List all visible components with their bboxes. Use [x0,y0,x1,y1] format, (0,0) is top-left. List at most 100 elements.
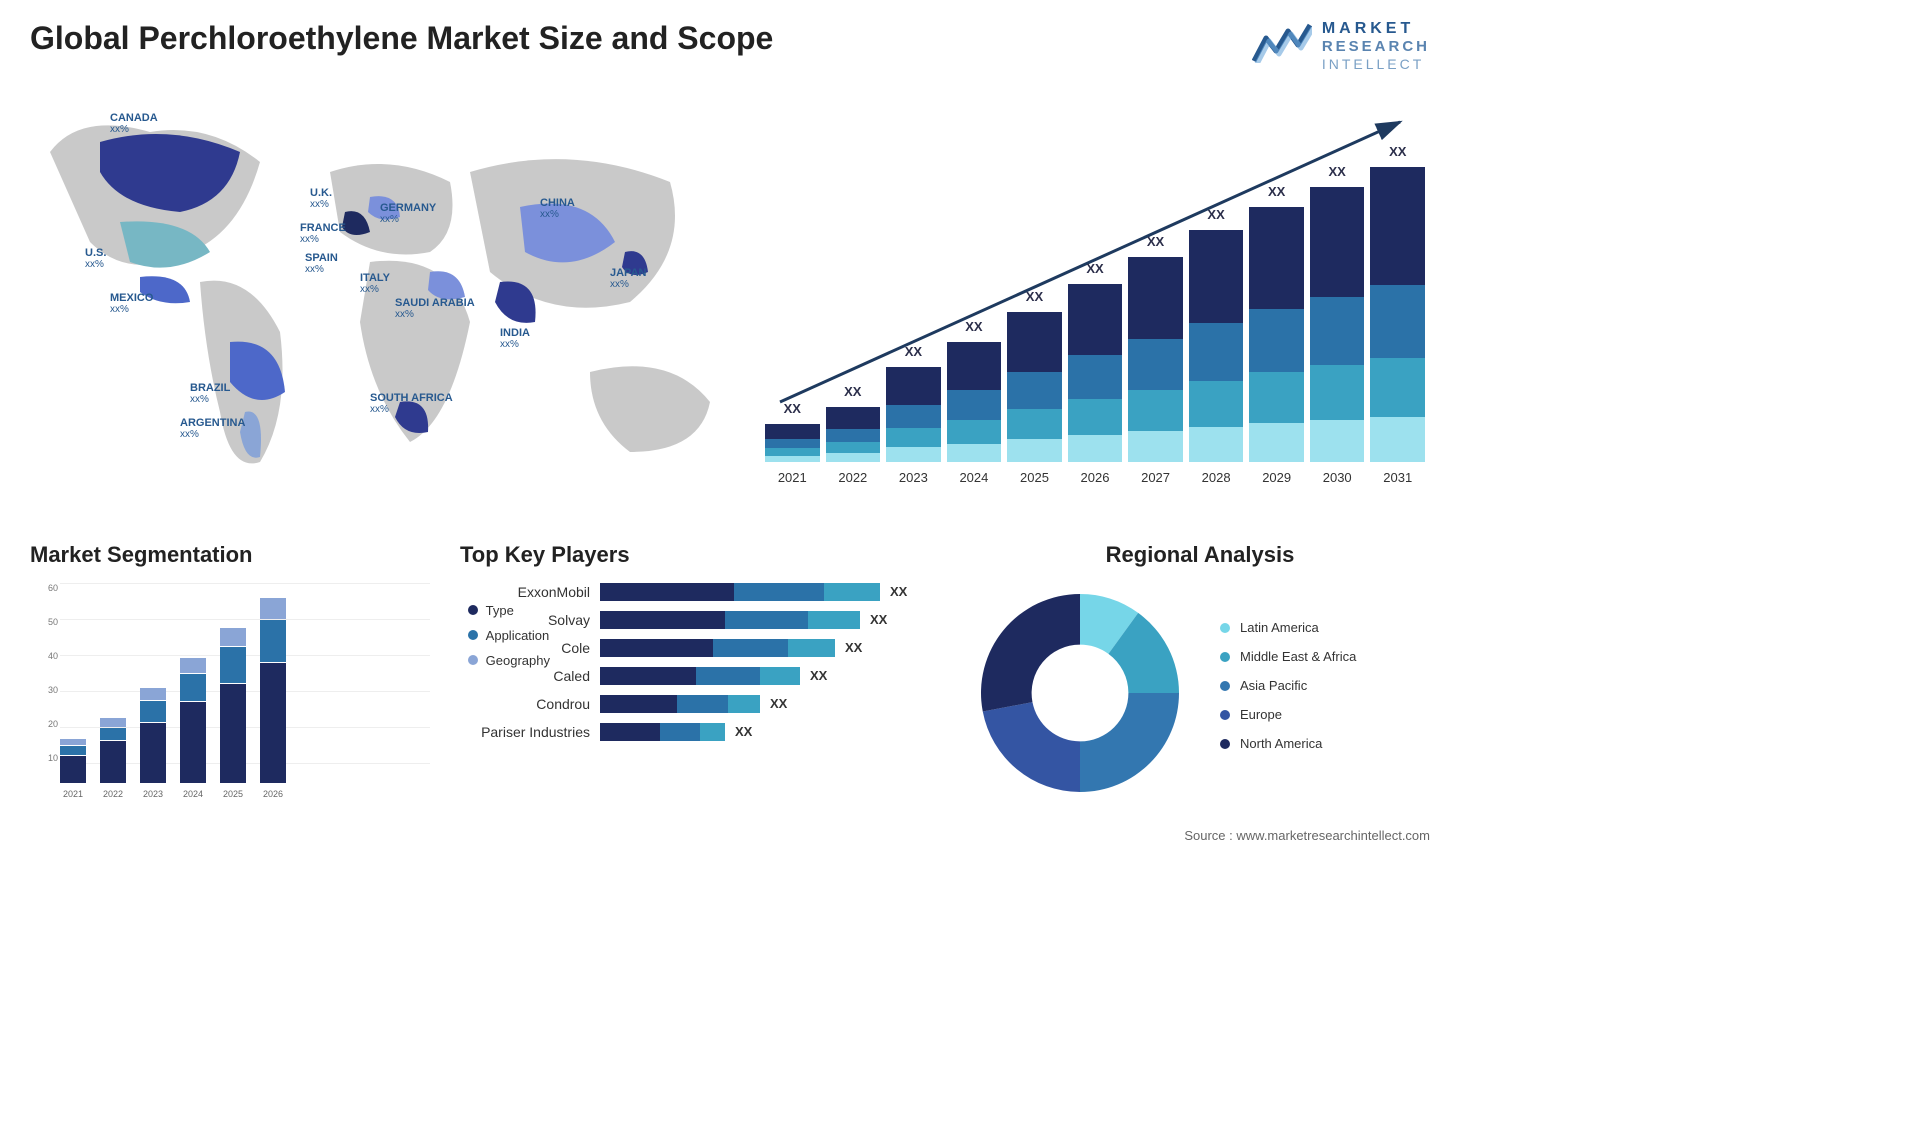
forecast-year-tick: 2026 [1068,470,1123,485]
forecast-bar: XX [886,367,941,462]
country-label: JAPANxx% [610,267,646,290]
forecast-bar: XX [1128,257,1183,462]
player-value: XX [770,696,787,711]
seg-ytick: 60 [30,583,58,593]
player-row: Condrou XX [460,695,940,713]
country-label: SOUTH AFRICAxx% [370,392,453,415]
segmentation-chart: 60 50 40 30 20 10 [30,583,430,783]
forecast-year-tick: 2022 [826,470,881,485]
forecast-bar: XX [1068,284,1123,462]
regional-legend-item: Europe [1220,707,1430,722]
logo-mark-icon [1252,23,1312,68]
segmentation-title: Market Segmentation [30,542,430,568]
player-name: ExxonMobil [460,584,600,600]
page-title: Global Perchloroethylene Market Size and… [30,20,773,57]
seg-ytick: 20 [30,719,58,729]
forecast-year-tick: 2024 [947,470,1002,485]
segmentation-bar [140,688,166,783]
player-name: Pariser Industries [460,724,600,740]
regional-legend-item: Asia Pacific [1220,678,1430,693]
forecast-year-tick: 2025 [1007,470,1062,485]
forecast-year-tick: 2023 [886,470,941,485]
source-citation: Source : www.marketresearchintellect.com [30,828,1430,843]
brand-logo: MARKET RESEARCH INTELLECT [1252,20,1430,72]
player-bar [600,611,860,629]
segmentation-bar [220,628,246,783]
country-label: GERMANYxx% [380,202,436,225]
country-label: BRAZILxx% [190,382,230,405]
logo-text-2: RESEARCH [1322,38,1430,55]
country-label: MEXICOxx% [110,292,153,315]
player-value: XX [810,668,827,683]
seg-year-tick: 2021 [60,789,86,799]
forecast-year-tick: 2030 [1310,470,1365,485]
country-label: ARGENTINAxx% [180,417,245,440]
country-label: U.S.xx% [85,247,106,270]
player-name: Condrou [460,696,600,712]
forecast-bar: XX [765,424,820,462]
player-value: XX [845,640,862,655]
seg-year-tick: 2024 [180,789,206,799]
regional-legend-item: Middle East & Africa [1220,649,1430,664]
country-label: CHINAxx% [540,197,575,220]
seg-year-tick: 2025 [220,789,246,799]
forecast-bar: XX [1310,187,1365,462]
forecast-bar: XX [947,342,1002,462]
seg-ytick: 40 [30,651,58,661]
forecast-chart: XXXXXXXXXXXXXXXXXXXXXX 20212022202320242… [760,92,1430,502]
forecast-year-tick: 2031 [1370,470,1425,485]
country-label: SPAINxx% [305,252,338,275]
regional-title: Regional Analysis [970,542,1430,568]
segmentation-bar [180,658,206,783]
donut-slice [1080,693,1179,792]
country-label: INDIAxx% [500,327,530,350]
logo-text-3: INTELLECT [1322,56,1430,72]
forecast-bar: XX [1370,167,1425,462]
country-label: CANADAxx% [110,112,158,135]
donut-slice [981,594,1080,712]
player-bar [600,695,760,713]
regional-donut-chart [970,583,1190,803]
world-map: CANADAxx% U.S.xx% MEXICOxx% BRAZILxx% ARGENT… [30,92,730,502]
forecast-year-tick: 2029 [1249,470,1304,485]
seg-ytick: 50 [30,617,58,627]
forecast-bar: XX [1249,207,1304,462]
forecast-bar: XX [1189,230,1244,462]
country-label: ITALYxx% [360,272,390,295]
seg-ytick: 10 [30,753,58,763]
forecast-bar: XX [1007,312,1062,462]
player-bar [600,723,725,741]
seg-year-tick: 2023 [140,789,166,799]
segmentation-legend-item: Application [468,628,550,643]
logo-text-1: MARKET [1322,20,1430,38]
seg-year-tick: 2022 [100,789,126,799]
regional-panel: Regional Analysis Latin America Middle Ea… [970,542,1430,803]
player-row: ExxonMobilXX [460,583,940,601]
segmentation-legend-item: Geography [468,653,550,668]
player-value: XX [735,724,752,739]
segmentation-legend-item: Type [468,603,550,618]
player-bar [600,639,835,657]
segmentation-panel: Market Segmentation 60 50 40 30 20 10 2021 202… [30,542,430,799]
player-bar [600,583,880,601]
donut-slice [983,702,1080,792]
player-row: Pariser Industries XX [460,723,940,741]
country-label: SAUDI ARABIAxx% [395,297,475,320]
forecast-year-tick: 2027 [1128,470,1183,485]
regional-legend-item: Latin America [1220,620,1430,635]
players-title: Top Key Players [460,542,940,568]
segmentation-bar [100,718,126,783]
seg-ytick: 30 [30,685,58,695]
country-label: FRANCExx% [300,222,346,245]
seg-year-tick: 2026 [260,789,286,799]
segmentation-bar [60,739,86,783]
player-bar [600,667,800,685]
forecast-year-tick: 2028 [1189,470,1244,485]
regional-legend-item: North America [1220,736,1430,751]
forecast-year-tick: 2021 [765,470,820,485]
regional-legend: Latin America Middle East & Africa Asia Pa… [1220,620,1430,765]
player-value: XX [870,612,887,627]
segmentation-legend: Type Application Geography [468,603,550,678]
country-label: U.K.xx% [310,187,332,210]
segmentation-bar [260,598,286,783]
